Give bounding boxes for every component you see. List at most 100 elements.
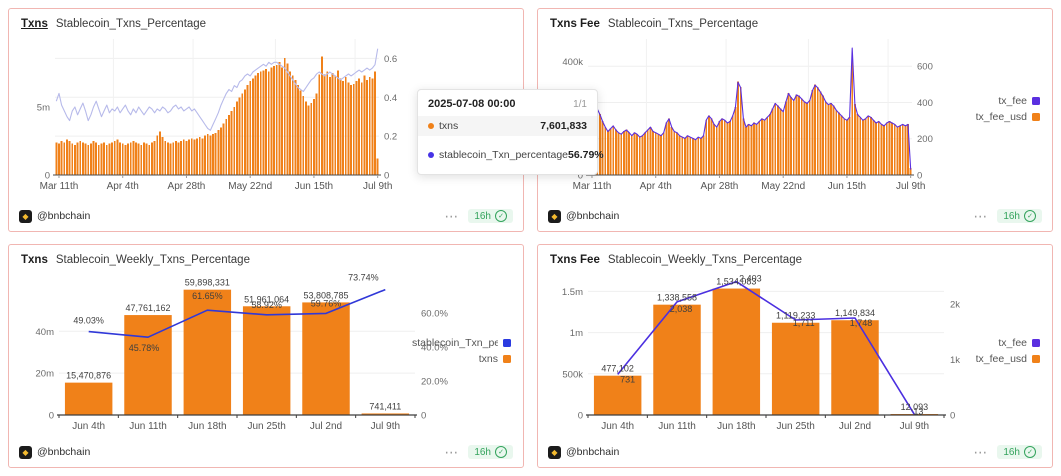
panel-txns-weekly: Txns Stablecoin_Weekly_Txns_Percentage 15… (8, 244, 524, 468)
bnb-diamond-icon: ◆ (19, 209, 32, 223)
svg-text:0: 0 (421, 411, 426, 422)
svg-text:47,761,162: 47,761,162 (125, 303, 170, 313)
legend-label: txns (478, 353, 498, 365)
svg-text:0: 0 (578, 411, 583, 422)
legend-label: tx_fee (998, 95, 1027, 107)
svg-text:59,898,331: 59,898,331 (185, 278, 230, 288)
chart-canvas-txns-daily[interactable]: Mar 11th Apr 4th Apr 28th May 22nd Jun 15th J… (19, 33, 513, 203)
legend-item-tx-fee[interactable]: tx_fee (976, 95, 1040, 107)
freshness-badge[interactable]: 16h ✓ (468, 209, 513, 223)
more-options-icon[interactable]: ⋯ (444, 444, 460, 460)
svg-text:1,711: 1,711 (793, 318, 815, 328)
svg-text:73.74%: 73.74% (348, 273, 379, 283)
svg-text:200: 200 (917, 134, 933, 145)
tooltip-pagination: 1/1 (573, 99, 587, 110)
chart-canvas-txns-fee-daily[interactable]: Mar 11th Apr 4th Apr 28th May 22nd Jun 15th J… (548, 33, 1042, 203)
svg-text:Jul 9th: Jul 9th (371, 421, 400, 432)
legend-label: tx_fee_usd (975, 111, 1027, 123)
panel-footer: ◆ @bnbchain ⋯ 16h ✓ (19, 207, 513, 225)
panel-title-query: Stablecoin_Weekly_Txns_Percentage (607, 254, 802, 266)
svg-text:1,338,558: 1,338,558 (657, 293, 697, 303)
series-dot-blue (428, 152, 434, 158)
author-handle[interactable]: @bnbchain (566, 210, 620, 222)
freshness-badge[interactable]: 16h ✓ (997, 209, 1042, 223)
panel-footer: ◆ @bnbchain ⋯ 16h ✓ (548, 207, 1042, 225)
svg-text:Jul 9th: Jul 9th (900, 421, 929, 432)
svg-text:49.03%: 49.03% (73, 316, 104, 326)
svg-text:1.5m: 1.5m (562, 287, 583, 298)
svg-text:1,534,083: 1,534,083 (716, 277, 756, 287)
more-options-icon[interactable]: ⋯ (444, 208, 460, 224)
panel-title-metric[interactable]: Txns (21, 18, 48, 30)
tooltip-header: 2025-07-08 00:00 1/1 (418, 98, 597, 110)
svg-text:13: 13 (913, 406, 923, 416)
svg-text:400: 400 (917, 98, 933, 109)
svg-text:741,411: 741,411 (369, 401, 401, 411)
panel-footer: ◆ @bnbchain ⋯ 16h ✓ (548, 443, 1042, 461)
more-options-icon[interactable]: ⋯ (973, 208, 989, 224)
panel-title: Txns Fee Stablecoin_Weekly_Txns_Percentag… (548, 251, 1042, 269)
svg-text:Jun 4th: Jun 4th (601, 421, 634, 432)
svg-text:0: 0 (950, 411, 955, 422)
freshness-badge[interactable]: 16h ✓ (997, 445, 1042, 459)
legend-item-tx-fee-usd[interactable]: tx_fee_usd (976, 353, 1040, 365)
legend-item-txns[interactable]: txns (412, 353, 511, 365)
legend-swatch-orange (1032, 113, 1040, 121)
svg-text:Jul 9th: Jul 9th (896, 181, 925, 192)
bnb-diamond-icon: ◆ (548, 445, 561, 459)
legend-label: tx_fee (998, 337, 1027, 349)
svg-text:Apr 28th: Apr 28th (701, 181, 739, 192)
svg-text:Jun 11th: Jun 11th (658, 421, 696, 432)
svg-text:Apr 4th: Apr 4th (107, 181, 139, 192)
svg-text:Jun 15th: Jun 15th (828, 181, 866, 192)
svg-text:61.65%: 61.65% (192, 291, 223, 301)
author-handle[interactable]: @bnbchain (37, 210, 91, 222)
svg-text:Mar 11th: Mar 11th (40, 181, 79, 192)
legend-item-tx-fee-usd[interactable]: tx_fee_usd (976, 111, 1040, 123)
svg-text:59.76%: 59.76% (311, 298, 342, 308)
svg-text:0: 0 (917, 171, 922, 182)
svg-text:Jun 4th: Jun 4th (72, 421, 105, 432)
tooltip-row-stablecoin-pct: stablecoin_Txn_percentage 56.79% (418, 145, 604, 165)
svg-text:53,808,785: 53,808,785 (303, 290, 348, 300)
legend-item-tx-fee[interactable]: tx_fee (976, 337, 1040, 349)
svg-text:Jun 18th: Jun 18th (188, 421, 226, 432)
svg-text:Jun 11th: Jun 11th (129, 421, 167, 432)
panel-title-query: Stablecoin_Txns_Percentage (607, 18, 759, 30)
panel-title-metric[interactable]: Txns Fee (550, 18, 600, 30)
svg-text:May 22nd: May 22nd (228, 181, 272, 192)
panel-title-metric[interactable]: Txns (21, 254, 48, 266)
freshness-badge-label: 16h (1003, 446, 1020, 458)
svg-text:Jun 25th: Jun 25th (247, 421, 285, 432)
svg-text:0: 0 (49, 411, 54, 422)
tooltip-date: 2025-07-08 00:00 (428, 98, 516, 110)
chart-canvas-txns-weekly[interactable]: 15,470,876 47,761,162 59,898,331 51,961,064… (19, 269, 513, 441)
panel-txns-fee-daily: Txns Fee Stablecoin_Txns_Percentage Mar 1… (537, 8, 1053, 232)
svg-text:2k: 2k (950, 299, 960, 310)
freshness-badge[interactable]: 16h ✓ (468, 445, 513, 459)
legend-swatch-blue (503, 339, 511, 347)
svg-text:Apr 4th: Apr 4th (640, 181, 672, 192)
chart-legend: tx_fee tx_fee_usd (976, 91, 1040, 127)
svg-text:Jun 25th: Jun 25th (776, 421, 814, 432)
chart-canvas-txns-fee-weekly[interactable]: 477,102 1,338,558 1,534,083 1,119,233 1,149,… (548, 269, 1042, 441)
svg-text:400k: 400k (562, 57, 583, 68)
bnb-diamond-icon: ◆ (548, 209, 561, 223)
panel-title-metric[interactable]: Txns Fee (550, 254, 600, 266)
svg-text:0.6: 0.6 (384, 54, 397, 65)
bnb-diamond-icon: ◆ (19, 445, 32, 459)
legend-swatch-purple (1032, 97, 1040, 105)
more-options-icon[interactable]: ⋯ (973, 444, 989, 460)
svg-text:2,038: 2,038 (670, 304, 693, 314)
svg-text:Jul 2nd: Jul 2nd (839, 421, 871, 432)
svg-text:1,748: 1,748 (850, 318, 873, 328)
legend-item-stablecoin-pct[interactable]: stablecoin_Txn_pe (412, 337, 511, 349)
svg-text:1k: 1k (950, 355, 960, 366)
tooltip-series-name: stablecoin_Txn_percentage (439, 149, 569, 161)
check-circle-icon: ✓ (495, 210, 507, 222)
panel-title: Txns Stablecoin_Txns_Percentage (19, 15, 513, 33)
svg-text:500k: 500k (562, 369, 583, 380)
author-handle[interactable]: @bnbchain (37, 446, 91, 458)
svg-text:Apr 28th: Apr 28th (168, 181, 206, 192)
author-handle[interactable]: @bnbchain (566, 446, 620, 458)
